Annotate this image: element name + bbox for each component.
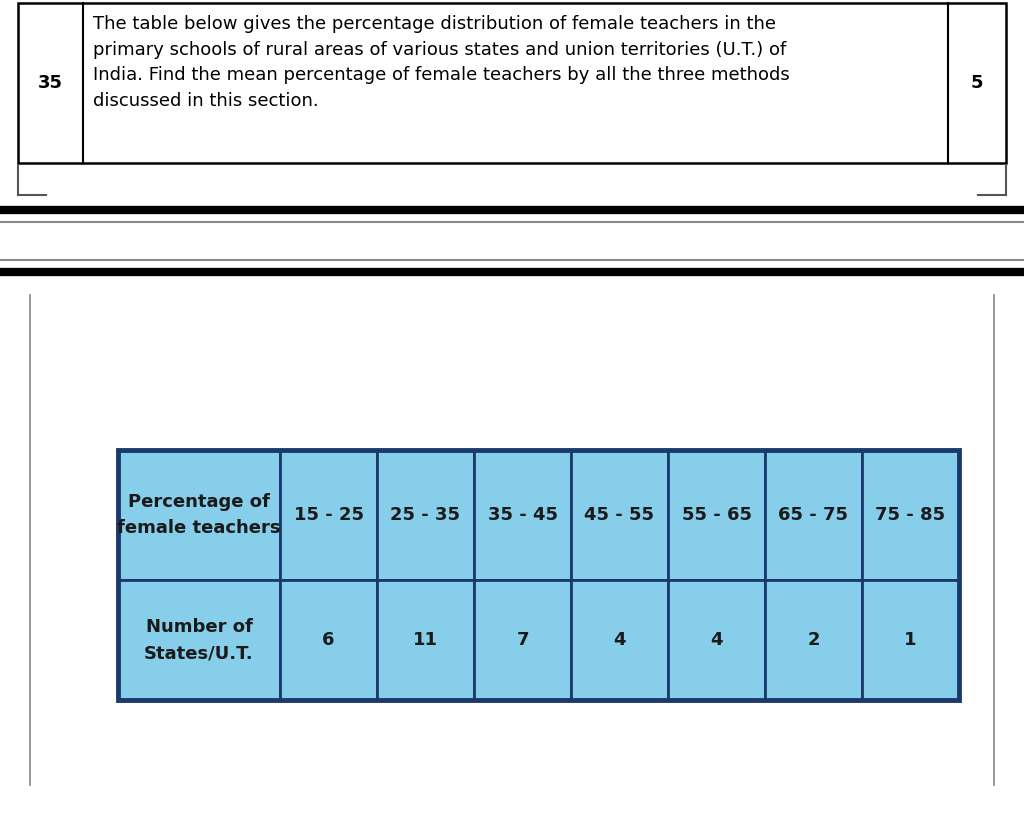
Text: 65 - 75: 65 - 75 bbox=[778, 506, 849, 524]
Bar bbox=[377, 450, 474, 580]
Text: 35 - 45: 35 - 45 bbox=[487, 506, 557, 524]
Text: 2: 2 bbox=[807, 631, 820, 649]
Text: 4: 4 bbox=[711, 631, 723, 649]
Text: 75 - 85: 75 - 85 bbox=[876, 506, 945, 524]
Bar bbox=[280, 580, 377, 700]
Bar bbox=[668, 580, 765, 700]
Bar bbox=[118, 450, 959, 700]
Bar bbox=[18, 3, 1006, 163]
Bar bbox=[377, 580, 474, 700]
Bar bbox=[862, 580, 959, 700]
Text: 35: 35 bbox=[38, 74, 63, 92]
Text: Percentage of
female teachers: Percentage of female teachers bbox=[118, 493, 281, 537]
Text: Number of
States/U.T.: Number of States/U.T. bbox=[144, 618, 254, 663]
Bar bbox=[280, 450, 377, 580]
Text: 55 - 65: 55 - 65 bbox=[682, 506, 752, 524]
Bar bbox=[765, 450, 862, 580]
Bar bbox=[862, 450, 959, 580]
Text: The table below gives the percentage distribution of female teachers in the
prim: The table below gives the percentage dis… bbox=[93, 15, 790, 110]
Text: 11: 11 bbox=[413, 631, 438, 649]
Bar bbox=[474, 450, 571, 580]
Bar bbox=[571, 580, 668, 700]
Text: 7: 7 bbox=[516, 631, 528, 649]
Text: 6: 6 bbox=[323, 631, 335, 649]
Bar bbox=[118, 580, 280, 700]
Bar bbox=[765, 580, 862, 700]
Text: 15 - 25: 15 - 25 bbox=[294, 506, 364, 524]
Text: 4: 4 bbox=[613, 631, 626, 649]
Bar bbox=[668, 450, 765, 580]
Text: 25 - 35: 25 - 35 bbox=[390, 506, 461, 524]
Text: 5: 5 bbox=[971, 74, 983, 92]
Text: 45 - 55: 45 - 55 bbox=[585, 506, 654, 524]
Text: 1: 1 bbox=[904, 631, 916, 649]
Bar bbox=[571, 450, 668, 580]
Bar bbox=[118, 450, 280, 580]
Bar bbox=[474, 580, 571, 700]
